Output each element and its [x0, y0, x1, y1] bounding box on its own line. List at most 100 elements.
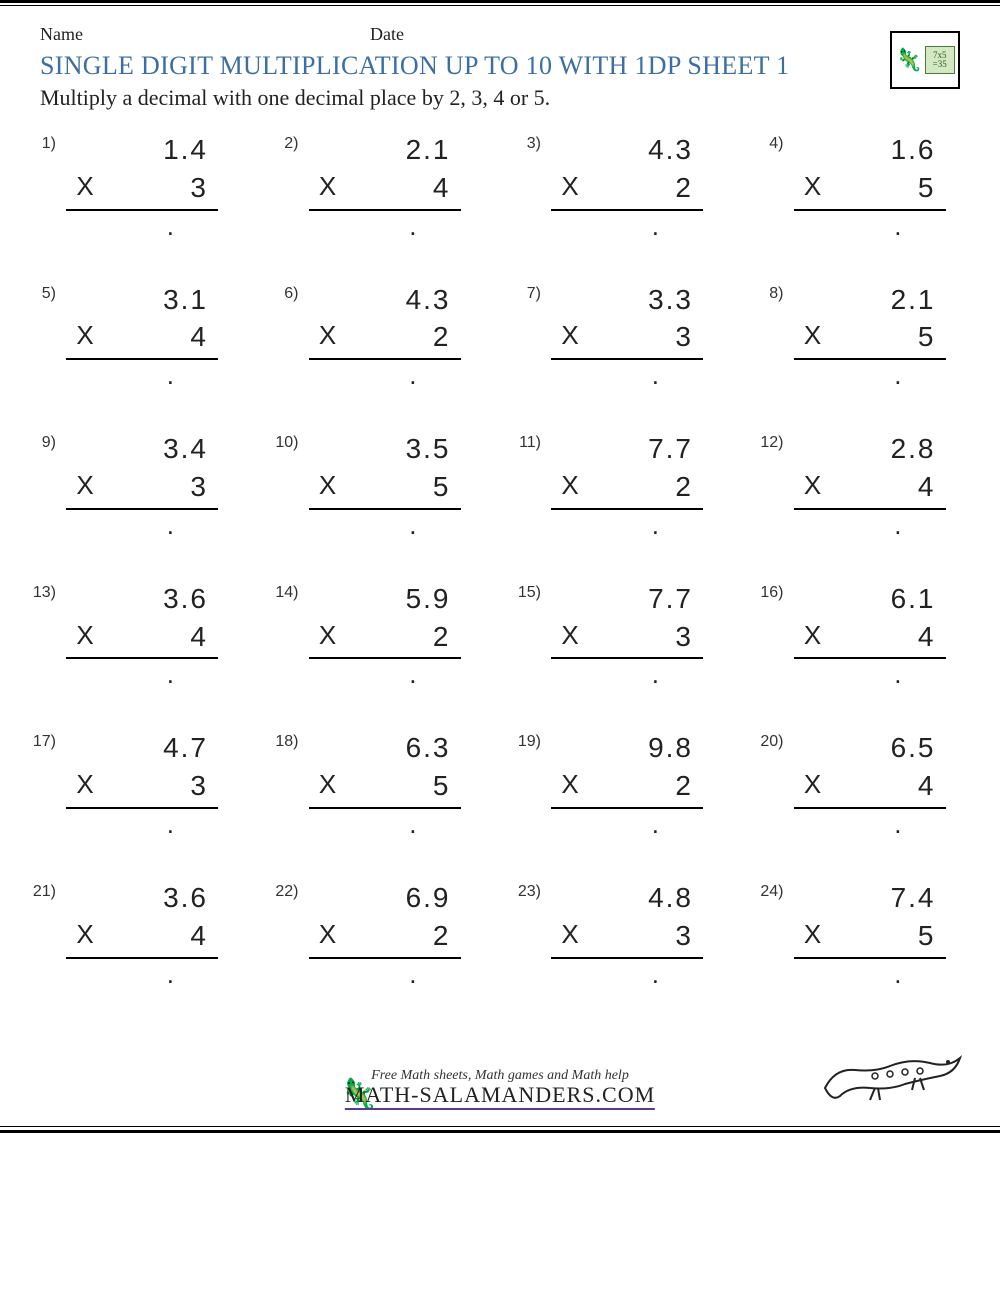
logo-expr-bot: =35: [933, 60, 947, 69]
multiplicand-row: 2.1: [305, 131, 465, 169]
answer-row: .: [305, 360, 465, 384]
multiplier: 3: [595, 917, 707, 955]
multiplier: 4: [838, 767, 950, 805]
multiplicand: 3.3: [595, 281, 707, 319]
multiply-operator: X: [547, 618, 595, 656]
multiplicand: 6.9: [353, 879, 465, 917]
multiplier-row: X2: [305, 318, 465, 356]
multiplicand: 1.6: [838, 131, 950, 169]
decimal-point-hint: .: [409, 510, 416, 541]
problem-number: 10): [263, 430, 305, 452]
multiplicand-row: 6.9: [305, 879, 465, 917]
multiplicand: 2.1: [353, 131, 465, 169]
problem-number: 1): [20, 131, 62, 153]
multiplicand-row: 4.3: [305, 281, 465, 319]
problem: 2)2.1X4.: [263, 131, 496, 235]
answer-row: .: [62, 959, 222, 983]
operator-placeholder: [790, 879, 838, 917]
operator-placeholder: [790, 580, 838, 618]
problem-number: 21): [20, 879, 62, 901]
decimal-point-hint: .: [409, 659, 416, 690]
multiplier-row: X3: [547, 318, 707, 356]
footer-text-block: Free Math sheets, Math games and Math he…: [345, 1068, 655, 1110]
multiplicand-row: 7.7: [547, 430, 707, 468]
multiplicand-row: 9.8: [547, 729, 707, 767]
problem: 8)2.1X5.: [748, 281, 981, 385]
multiplier-row: X5: [305, 468, 465, 506]
multiplicand: 6.3: [353, 729, 465, 767]
multiplier: 3: [110, 468, 222, 506]
operator-placeholder: [547, 580, 595, 618]
multiplier: 5: [838, 169, 950, 207]
multiplicand-row: 4.3: [547, 131, 707, 169]
problem-body: 5.9X2.: [305, 580, 465, 684]
multiplier: 4: [110, 318, 222, 356]
decimal-point-hint: .: [652, 659, 659, 690]
operator-placeholder: [62, 729, 110, 767]
problem-body: 2.1X4.: [305, 131, 465, 235]
multiplier: 3: [595, 318, 707, 356]
multiply-operator: X: [305, 468, 353, 506]
multiplier: 2: [353, 318, 465, 356]
decimal-point-hint: .: [167, 360, 174, 391]
answer-row: .: [790, 809, 950, 833]
multiplier: 2: [595, 169, 707, 207]
multiplier: 2: [353, 917, 465, 955]
name-label: Name: [40, 24, 370, 45]
date-label: Date: [370, 24, 670, 45]
problem-number: 9): [20, 430, 62, 452]
multiply-operator: X: [305, 169, 353, 207]
multiplicand-row: 3.5: [305, 430, 465, 468]
answer-row: .: [790, 211, 950, 235]
problem-number: 16): [748, 580, 790, 602]
multiply-operator: X: [305, 767, 353, 805]
multiplicand: 7.4: [838, 879, 950, 917]
problem: 1)1.4X3.: [20, 131, 253, 235]
multiplier: 2: [595, 767, 707, 805]
operator-placeholder: [305, 879, 353, 917]
problem-number: 2): [263, 131, 305, 153]
footer-brand: MATH-SALAMANDERS.COM: [345, 1082, 655, 1110]
multiplier-row: X4: [790, 618, 950, 656]
multiplicand-row: 6.5: [790, 729, 950, 767]
multiplier-row: X5: [790, 318, 950, 356]
problem-body: 3.5X5.: [305, 430, 465, 534]
problem-body: 4.7X3.: [62, 729, 222, 833]
problem-number: 11): [505, 430, 547, 452]
footer: 🦎 Free Math sheets, Math games and Math …: [0, 1003, 1000, 1133]
multiply-operator: X: [305, 917, 353, 955]
worksheet-subtitle: Multiply a decimal with one decimal plac…: [0, 81, 1000, 119]
operator-placeholder: [790, 729, 838, 767]
multiplicand: 3.6: [110, 580, 222, 618]
multiplier-row: X4: [790, 767, 950, 805]
multiplier: 4: [110, 917, 222, 955]
multiplier-row: X2: [305, 917, 465, 955]
problem-number: 12): [748, 430, 790, 452]
problem-body: 6.3X5.: [305, 729, 465, 833]
multiplicand-row: 1.4: [62, 131, 222, 169]
multiplier-row: X2: [305, 618, 465, 656]
multiplicand: 3.6: [110, 879, 222, 917]
multiplicand-row: 3.6: [62, 879, 222, 917]
problem-body: 3.4X3.: [62, 430, 222, 534]
multiply-operator: X: [62, 169, 110, 207]
multiplier-row: X2: [547, 468, 707, 506]
problem-body: 7.4X5.: [790, 879, 950, 983]
multiplicand-row: 2.1: [790, 281, 950, 319]
decimal-point-hint: .: [652, 959, 659, 990]
decimal-point-hint: .: [894, 510, 901, 541]
multiplier: 4: [110, 618, 222, 656]
multiply-operator: X: [62, 917, 110, 955]
problem-body: 2.1X5.: [790, 281, 950, 385]
multiply-operator: X: [62, 618, 110, 656]
answer-row: .: [305, 510, 465, 534]
operator-placeholder: [790, 430, 838, 468]
multiplier-row: X4: [62, 917, 222, 955]
multiply-operator: X: [547, 767, 595, 805]
multiply-operator: X: [790, 318, 838, 356]
multiplicand-row: 4.7: [62, 729, 222, 767]
multiply-operator: X: [547, 318, 595, 356]
multiplicand-row: 1.6: [790, 131, 950, 169]
problem: 14)5.9X2.: [263, 580, 496, 684]
answer-row: .: [305, 809, 465, 833]
